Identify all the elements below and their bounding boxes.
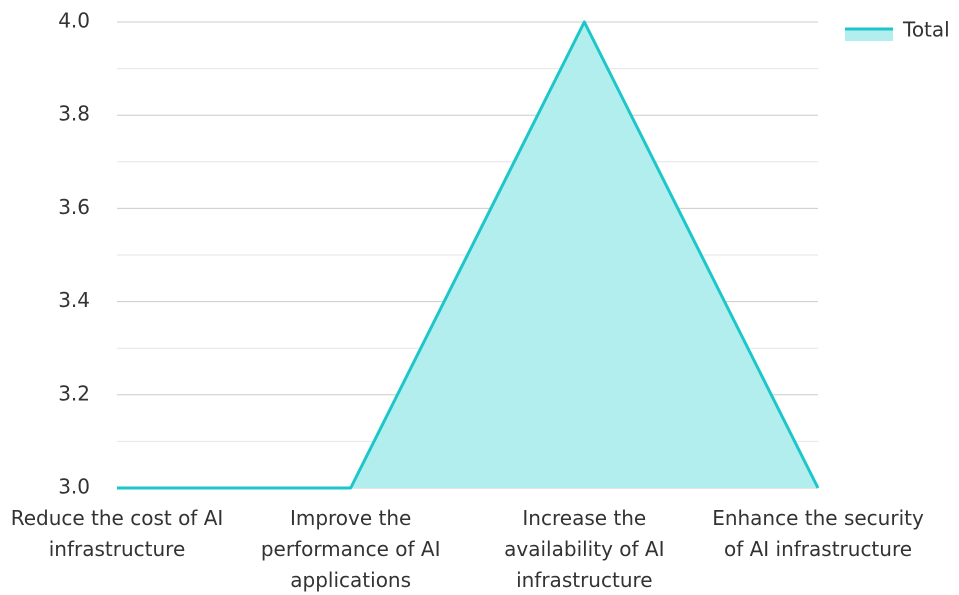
x-tick-label: Reduce the cost of AI infrastructure [10, 506, 224, 561]
x-tick-label: Enhance the security of AI infrastructur… [712, 506, 924, 561]
legend-label: Total [902, 18, 950, 42]
y-tick-label: 3.8 [58, 102, 90, 126]
x-tick-label: Improve the performance of AI applicatio… [260, 506, 441, 592]
legend-swatch [845, 29, 893, 41]
area-line [117, 20, 820, 490]
x-tick-label: Increase the availability of AI infrastr… [504, 506, 665, 592]
y-tick-label: 3.6 [58, 195, 90, 219]
y-tick-label: 3.4 [58, 288, 90, 312]
y-tick-label: 4.0 [58, 9, 90, 33]
y-tick-label: 3.2 [58, 381, 90, 405]
y-tick-label: 3.0 [58, 475, 90, 499]
